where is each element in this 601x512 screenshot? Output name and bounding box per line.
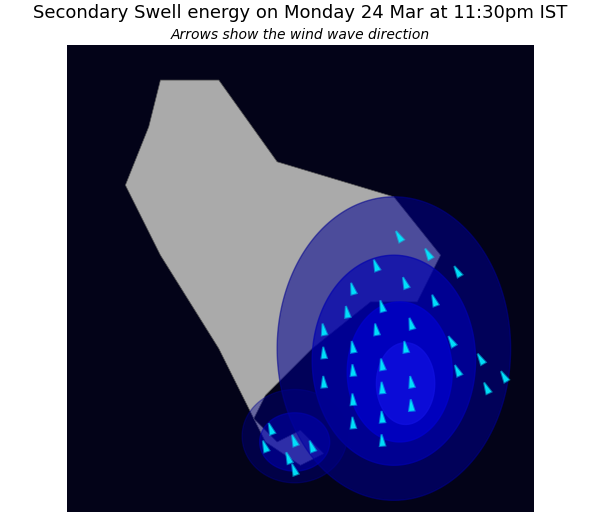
Polygon shape <box>286 452 293 464</box>
Polygon shape <box>380 301 386 312</box>
Text: Secondary Swell energy on Monday 24 Mar at 11:30pm IST: Secondary Swell energy on Monday 24 Mar … <box>33 4 568 22</box>
Polygon shape <box>269 423 275 435</box>
Polygon shape <box>409 399 414 411</box>
Text: Arrows show the wind wave direction: Arrows show the wind wave direction <box>171 28 430 42</box>
Polygon shape <box>322 347 327 358</box>
Polygon shape <box>374 324 380 335</box>
Polygon shape <box>501 371 509 382</box>
Polygon shape <box>345 306 350 318</box>
Polygon shape <box>322 376 327 388</box>
Polygon shape <box>351 394 356 405</box>
Polygon shape <box>380 411 385 422</box>
Polygon shape <box>126 80 441 465</box>
Polygon shape <box>347 302 453 442</box>
Polygon shape <box>380 434 385 446</box>
Polygon shape <box>478 354 486 365</box>
Polygon shape <box>380 382 385 393</box>
Polygon shape <box>277 197 511 500</box>
Polygon shape <box>351 417 356 429</box>
Polygon shape <box>351 283 356 294</box>
Polygon shape <box>351 341 356 353</box>
Polygon shape <box>380 358 385 370</box>
Polygon shape <box>396 231 404 242</box>
Polygon shape <box>409 318 415 330</box>
Polygon shape <box>242 390 347 483</box>
Polygon shape <box>376 343 435 424</box>
Polygon shape <box>454 266 462 278</box>
Polygon shape <box>351 365 356 376</box>
Polygon shape <box>310 441 316 452</box>
Polygon shape <box>374 260 380 271</box>
Polygon shape <box>312 255 475 465</box>
Polygon shape <box>322 324 327 335</box>
Polygon shape <box>432 295 439 306</box>
Polygon shape <box>263 441 269 452</box>
Polygon shape <box>409 376 415 388</box>
Polygon shape <box>484 382 491 394</box>
Polygon shape <box>260 413 330 471</box>
Polygon shape <box>403 277 409 289</box>
Polygon shape <box>448 336 456 347</box>
Polygon shape <box>404 341 409 353</box>
Polygon shape <box>292 464 299 476</box>
Polygon shape <box>455 365 462 376</box>
Polygon shape <box>425 249 433 260</box>
Polygon shape <box>292 435 299 446</box>
